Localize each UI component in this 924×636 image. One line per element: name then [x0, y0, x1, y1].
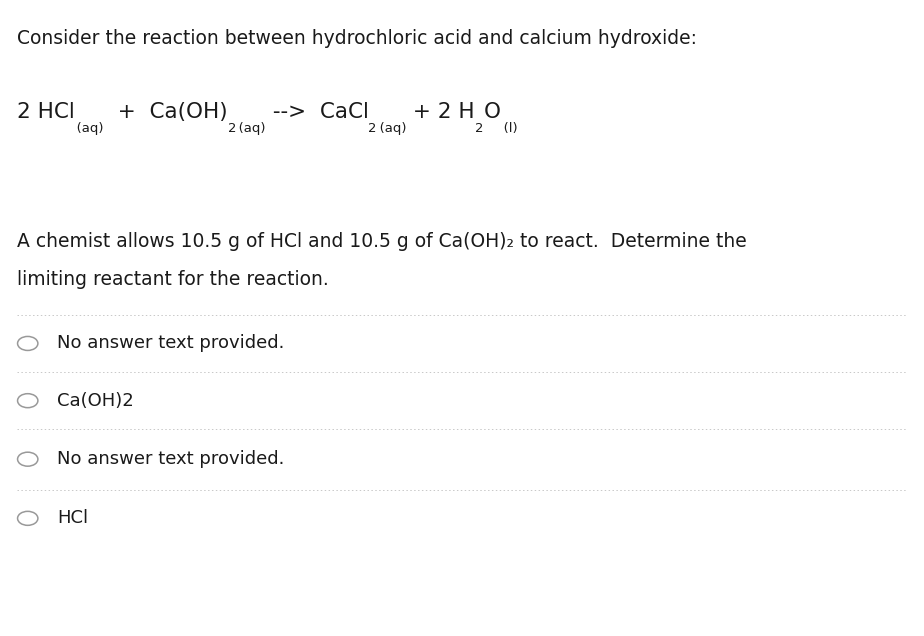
Text: (aq): (aq) [377, 121, 407, 135]
Text: + 2 H: + 2 H [407, 102, 475, 121]
Text: 2 HCl: 2 HCl [17, 102, 74, 121]
Text: No answer text provided.: No answer text provided. [57, 450, 285, 468]
Text: 2: 2 [475, 121, 483, 135]
Text: Consider the reaction between hydrochloric acid and calcium hydroxide:: Consider the reaction between hydrochlor… [17, 29, 697, 48]
Text: A chemist allows 10.5 g of HCl and 10.5 g of Ca(OH)₂ to react.  Determine the: A chemist allows 10.5 g of HCl and 10.5 … [17, 232, 747, 251]
Text: (aq): (aq) [75, 121, 103, 135]
Text: 2: 2 [369, 121, 377, 135]
Text: O: O [483, 102, 501, 121]
Text: +  Ca(OH): + Ca(OH) [103, 102, 227, 121]
Text: (aq): (aq) [236, 121, 265, 135]
Text: HCl: HCl [57, 509, 89, 527]
Text: limiting reactant for the reaction.: limiting reactant for the reaction. [17, 270, 328, 289]
Text: Ca(OH)2: Ca(OH)2 [57, 392, 134, 410]
Text: (l): (l) [501, 121, 517, 135]
Text: No answer text provided.: No answer text provided. [57, 335, 285, 352]
Text: 2: 2 [227, 121, 236, 135]
Text: -->  CaCl: --> CaCl [265, 102, 369, 121]
